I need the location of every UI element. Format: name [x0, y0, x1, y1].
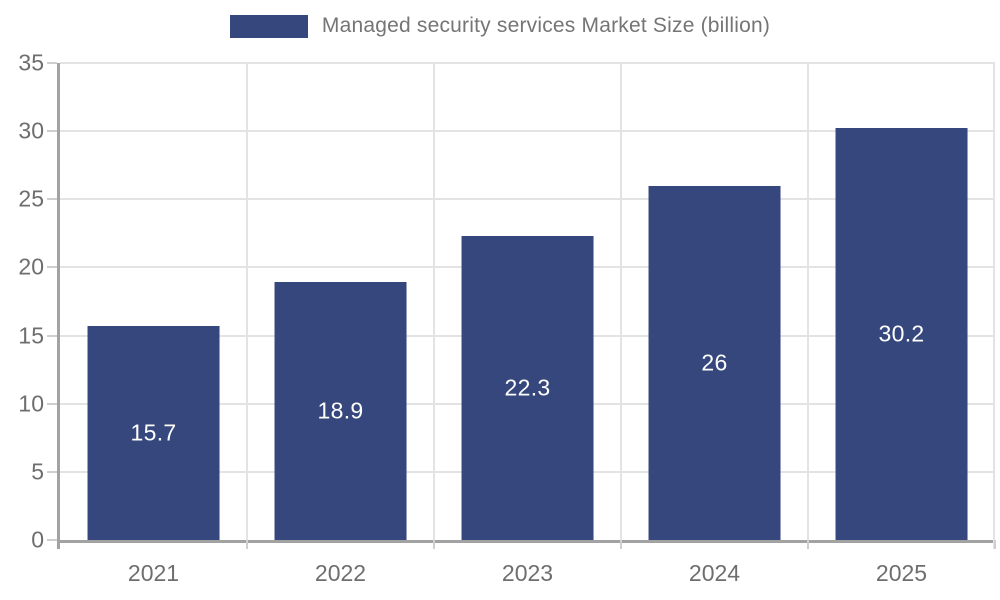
tick-y-25	[47, 198, 57, 201]
x-tick-label-2023: 2023	[501, 560, 554, 586]
x-tick-label-2021: 2021	[127, 560, 180, 586]
y-tick-label-30: 30	[18, 117, 44, 144]
tick-x-3	[620, 540, 622, 549]
y-tick-label-10: 10	[18, 390, 44, 417]
tick-x-1	[246, 540, 248, 549]
legend-label: Managed security services Market Size (b…	[321, 14, 771, 37]
y-axis-labels: 0 5 10 15 20 25 30 35	[0, 51, 44, 551]
tick-y-0	[47, 539, 57, 541]
tick-x-4	[807, 540, 809, 549]
y-tick-label-15: 15	[18, 322, 44, 349]
bar-value-label-2023: 22.3	[504, 374, 551, 401]
tick-y-35	[47, 62, 57, 64]
plot-right-edge	[993, 63, 995, 549]
gridline-x-3	[620, 63, 622, 540]
gridline-x-1	[246, 63, 248, 540]
tick-x-2	[433, 540, 435, 549]
tick-y-15	[47, 334, 57, 337]
gridline-x-2	[433, 63, 435, 540]
x-tick-label-2025: 2025	[875, 560, 928, 586]
bar-2025: 30.2	[835, 128, 968, 540]
y-tick-label-5: 5	[31, 458, 44, 485]
gridline-y-35	[60, 62, 995, 64]
y-tick-label-25: 25	[18, 185, 44, 212]
x-tick-label-2022: 2022	[314, 560, 367, 586]
legend-swatch	[229, 14, 308, 38]
y-axis-line	[57, 63, 60, 549]
bar-2024: 26	[648, 185, 781, 540]
tick-y-10	[47, 402, 57, 405]
x-tick-label-2024: 2024	[688, 560, 741, 586]
tick-y-5	[47, 470, 57, 473]
bar-2023: 22.3	[461, 236, 594, 540]
bar-value-label-2022: 18.9	[317, 397, 364, 424]
tick-y-30	[47, 130, 57, 133]
bar-value-label-2021: 15.7	[130, 419, 177, 446]
chart-legend: Managed security services Market Size (b…	[0, 14, 1000, 38]
bar-value-label-2025: 30.2	[878, 320, 925, 347]
x-axis-line	[57, 540, 995, 543]
gridline-y-25	[60, 198, 995, 201]
gridline-y-30	[60, 130, 995, 133]
tick-y-20	[47, 266, 57, 269]
y-tick-label-20: 20	[18, 253, 44, 280]
x-axis-labels: 2021 2022 2023 2024 2025	[60, 560, 995, 592]
tick-x-5	[994, 540, 996, 549]
bar-value-label-2024: 26	[701, 349, 728, 376]
plot-area: 15.7 18.9 22.3 26 30.2	[47, 62, 996, 549]
bar-2021: 15.7	[87, 326, 220, 540]
bar-2022: 18.9	[274, 282, 407, 540]
gridline-x-4	[807, 63, 809, 540]
y-tick-label-0: 0	[31, 526, 44, 553]
y-tick-label-35: 35	[18, 49, 44, 76]
